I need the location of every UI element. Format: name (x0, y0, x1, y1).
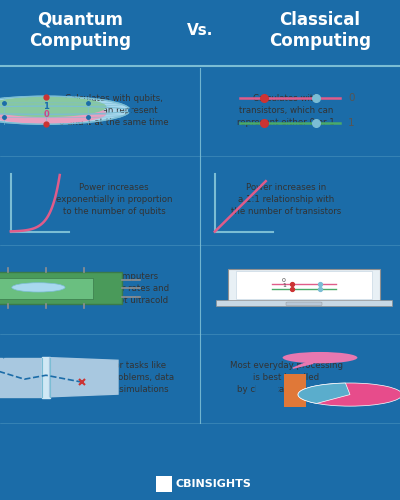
Text: Calculates with
transistors, which can
represent either 0 or 1: Calculates with transistors, which can r… (237, 94, 335, 127)
Text: 1: 1 (348, 118, 355, 128)
FancyBboxPatch shape (156, 476, 172, 492)
Text: Power increases in
a 1:1 relationship with
the number of transistors: Power increases in a 1:1 relationship wi… (231, 182, 341, 216)
Text: Vs.: Vs. (187, 23, 213, 38)
Text: Most everyday processing
is best handled
by classical computers: Most everyday processing is best handled… (230, 360, 342, 394)
Ellipse shape (12, 282, 65, 292)
Ellipse shape (0, 96, 130, 124)
Text: CBINSIGHTS: CBINSIGHTS (176, 479, 252, 489)
Polygon shape (42, 357, 50, 398)
Polygon shape (50, 358, 118, 397)
Text: 0: 0 (282, 278, 286, 283)
Polygon shape (0, 358, 42, 397)
Ellipse shape (282, 352, 358, 364)
Text: Calculates with qubits,
which can represent
0 and 1 at the same time: Calculates with qubits, which can repres… (59, 94, 169, 127)
Ellipse shape (0, 104, 106, 124)
FancyBboxPatch shape (216, 300, 392, 306)
Text: 1: 1 (43, 102, 49, 110)
Ellipse shape (0, 96, 106, 117)
Wedge shape (298, 383, 400, 406)
Polygon shape (293, 362, 313, 368)
Text: Well suited for tasks like
optimization problems, data
analysis, and simulations: Well suited for tasks like optimization … (54, 360, 174, 394)
FancyBboxPatch shape (0, 278, 93, 298)
Text: Power increases
exponentially in proportion
to the number of qubits: Power increases exponentially in proport… (56, 182, 172, 216)
FancyBboxPatch shape (312, 388, 334, 407)
FancyBboxPatch shape (256, 382, 278, 407)
Text: Classical computers have
low error rates and
can operate at room temp: Classical computers have low error rates… (229, 272, 343, 305)
Text: Quantum
Computing: Quantum Computing (29, 10, 131, 50)
Text: 1: 1 (282, 283, 286, 288)
FancyBboxPatch shape (236, 272, 372, 299)
FancyBboxPatch shape (228, 269, 380, 301)
Text: 0: 0 (43, 110, 49, 119)
FancyBboxPatch shape (286, 302, 322, 306)
Text: = □ ⁺: = □ ⁺ (0, 357, 6, 364)
Text: Classical
Computing: Classical Computing (269, 10, 371, 50)
Text: Quantum computers
have high error rates and
need to be kept ultracold: Quantum computers have high error rates … (59, 272, 169, 305)
FancyBboxPatch shape (0, 272, 122, 304)
Wedge shape (298, 383, 350, 404)
Text: 0: 0 (348, 93, 354, 103)
FancyBboxPatch shape (284, 374, 306, 408)
